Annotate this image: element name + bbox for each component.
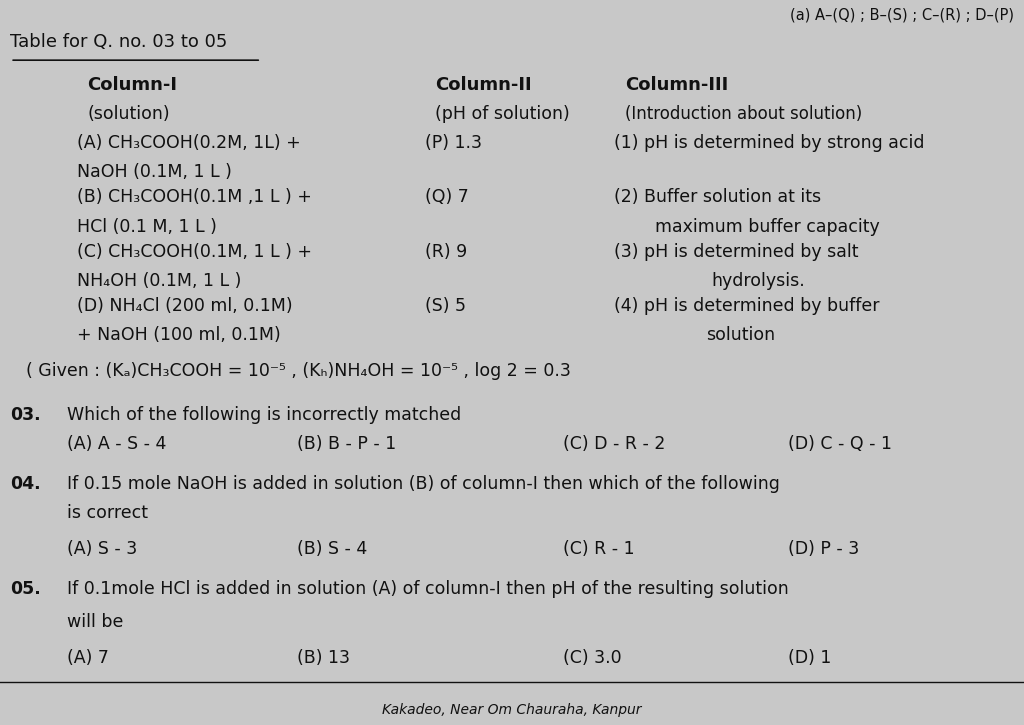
Text: Column-III: Column-III xyxy=(625,76,728,94)
Text: maximum buffer capacity: maximum buffer capacity xyxy=(655,218,880,236)
Text: (A) A - S - 4: (A) A - S - 4 xyxy=(67,435,166,453)
Text: + NaOH (100 ml, 0.1M): + NaOH (100 ml, 0.1M) xyxy=(77,326,281,344)
Text: (Introduction about solution): (Introduction about solution) xyxy=(625,105,862,123)
Text: (D) C - Q - 1: (D) C - Q - 1 xyxy=(788,435,893,453)
Text: will be: will be xyxy=(67,613,123,631)
Text: NH₄OH (0.1M, 1 L ): NH₄OH (0.1M, 1 L ) xyxy=(77,272,242,290)
Text: If 0.15 mole NaOH is added in solution (B) of column-I then which of the followi: If 0.15 mole NaOH is added in solution (… xyxy=(67,475,779,493)
Text: (3) pH is determined by salt: (3) pH is determined by salt xyxy=(614,243,859,261)
Text: (D) NH₄Cl (200 ml, 0.1M): (D) NH₄Cl (200 ml, 0.1M) xyxy=(77,297,293,315)
Text: (P) 1.3: (P) 1.3 xyxy=(425,134,482,152)
Text: (A) S - 3: (A) S - 3 xyxy=(67,540,137,558)
Text: is correct: is correct xyxy=(67,504,147,522)
Text: (1) pH is determined by strong acid: (1) pH is determined by strong acid xyxy=(614,134,925,152)
Text: (solution): (solution) xyxy=(87,105,170,123)
Text: Which of the following is incorrectly matched: Which of the following is incorrectly ma… xyxy=(67,406,461,424)
Text: Column-I: Column-I xyxy=(87,76,177,94)
Text: 04.: 04. xyxy=(10,475,41,493)
Text: (A) CH₃COOH(0.2M, 1L) +: (A) CH₃COOH(0.2M, 1L) + xyxy=(77,134,301,152)
Text: (A) 7: (A) 7 xyxy=(67,649,109,667)
Text: (Q) 7: (Q) 7 xyxy=(425,188,469,207)
Text: (B) S - 4: (B) S - 4 xyxy=(297,540,368,558)
Text: (B) CH₃COOH(0.1M ,1 L ) +: (B) CH₃COOH(0.1M ,1 L ) + xyxy=(77,188,311,207)
Text: (2) Buffer solution at its: (2) Buffer solution at its xyxy=(614,188,821,207)
Text: 03.: 03. xyxy=(10,406,41,424)
Text: solution: solution xyxy=(707,326,776,344)
Text: (B) B - P - 1: (B) B - P - 1 xyxy=(297,435,396,453)
Text: (4) pH is determined by buffer: (4) pH is determined by buffer xyxy=(614,297,880,315)
Text: (C) D - R - 2: (C) D - R - 2 xyxy=(563,435,666,453)
Text: (C) CH₃COOH(0.1M, 1 L ) +: (C) CH₃COOH(0.1M, 1 L ) + xyxy=(77,243,311,261)
Text: (S) 5: (S) 5 xyxy=(425,297,466,315)
Text: (C) R - 1: (C) R - 1 xyxy=(563,540,635,558)
Text: Table for Q. no. 03 to 05: Table for Q. no. 03 to 05 xyxy=(10,33,227,51)
Text: (R) 9: (R) 9 xyxy=(425,243,467,261)
Text: (D) 1: (D) 1 xyxy=(788,649,831,667)
Text: (B) 13: (B) 13 xyxy=(297,649,350,667)
Text: hydrolysis.: hydrolysis. xyxy=(712,272,806,290)
Text: (C) 3.0: (C) 3.0 xyxy=(563,649,622,667)
Text: 05.: 05. xyxy=(10,580,41,598)
Text: If 0.1mole HCl is added in solution (A) of column-I then pH of the resulting sol: If 0.1mole HCl is added in solution (A) … xyxy=(67,580,788,598)
Text: ( Given : (Kₐ)CH₃COOH = 10⁻⁵ , (Kₕ)NH₄OH = 10⁻⁵ , log 2 = 0.3: ( Given : (Kₐ)CH₃COOH = 10⁻⁵ , (Kₕ)NH₄OH… xyxy=(26,362,570,381)
Text: HCl (0.1 M, 1 L ): HCl (0.1 M, 1 L ) xyxy=(77,218,217,236)
Text: Column-II: Column-II xyxy=(435,76,531,94)
Text: NaOH (0.1M, 1 L ): NaOH (0.1M, 1 L ) xyxy=(77,163,231,181)
Text: (pH of solution): (pH of solution) xyxy=(435,105,570,123)
Text: (D) P - 3: (D) P - 3 xyxy=(788,540,860,558)
Text: (a) A–(Q) ; B–(S) ; C–(R) ; D–(P): (a) A–(Q) ; B–(S) ; C–(R) ; D–(P) xyxy=(790,7,1014,22)
Text: Kakadeo, Near Om Chauraha, Kanpur: Kakadeo, Near Om Chauraha, Kanpur xyxy=(382,703,642,717)
